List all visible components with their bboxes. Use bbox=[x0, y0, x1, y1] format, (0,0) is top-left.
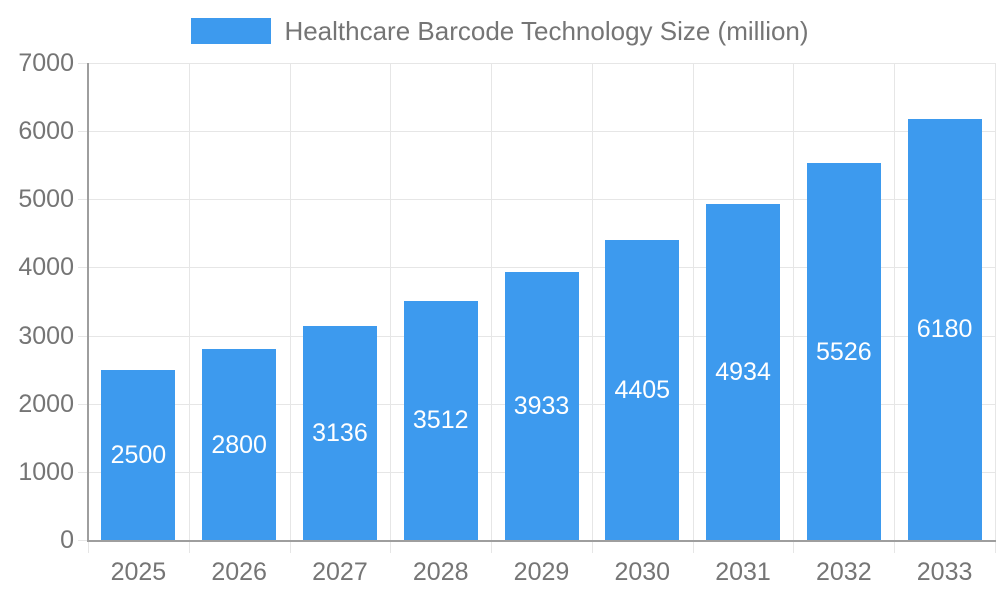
y-axis-tick-label: 3000 bbox=[18, 321, 74, 350]
y-axis-tick-label: 7000 bbox=[18, 49, 74, 77]
bar-value-label: 4934 bbox=[715, 357, 771, 386]
x-gridline bbox=[995, 63, 996, 540]
bar[interactable]: 3512 bbox=[403, 300, 478, 540]
bar[interactable]: 2800 bbox=[202, 349, 277, 540]
bar-value-label: 6180 bbox=[916, 315, 973, 344]
y-axis-tick bbox=[78, 63, 88, 64]
x-axis-category-label: 2025 bbox=[110, 558, 167, 586]
x-axis-tick bbox=[390, 542, 392, 553]
x-axis-category-label: 2026 bbox=[211, 558, 267, 586]
x-axis-line bbox=[87, 540, 996, 542]
legend-label: Healthcare Barcode Technology Size (mill… bbox=[284, 15, 809, 46]
y-gridline bbox=[88, 199, 995, 201]
x-gridline bbox=[692, 63, 694, 540]
bar[interactable]: 4405 bbox=[605, 239, 680, 540]
y-axis-tick bbox=[78, 199, 88, 201]
bar-value-label: 3512 bbox=[412, 406, 469, 435]
x-axis-tick bbox=[591, 542, 593, 553]
x-gridline bbox=[591, 63, 593, 540]
x-axis-tick bbox=[793, 542, 795, 553]
bar[interactable]: 5526 bbox=[806, 163, 881, 540]
y-axis-tick-label: 4000 bbox=[18, 253, 74, 282]
x-gridline bbox=[793, 63, 795, 540]
y-gridline bbox=[88, 63, 995, 64]
x-axis-category-label: 2031 bbox=[715, 558, 771, 586]
x-axis-category-label: 2032 bbox=[816, 558, 872, 586]
legend[interactable]: Healthcare Barcode Technology Size (mill… bbox=[0, 16, 1000, 46]
x-axis-tick bbox=[88, 542, 89, 553]
x-gridline bbox=[188, 63, 190, 540]
x-gridline bbox=[289, 63, 291, 540]
y-axis-tick bbox=[78, 471, 88, 473]
x-axis-category-label: 2027 bbox=[312, 558, 368, 586]
x-axis-category-label: 2028 bbox=[412, 558, 469, 586]
x-axis-category-label: 2029 bbox=[513, 558, 570, 586]
y-axis-tick-label: 2000 bbox=[18, 389, 74, 418]
x-axis-tick bbox=[188, 542, 190, 553]
x-axis-tick bbox=[491, 542, 493, 553]
y-axis-tick-label: 0 bbox=[60, 526, 74, 554]
x-axis-tick bbox=[692, 542, 694, 553]
bar[interactable]: 2500 bbox=[101, 369, 176, 540]
bar-value-label: 2800 bbox=[211, 430, 267, 459]
y-axis-tick-label: 6000 bbox=[18, 117, 74, 146]
bar[interactable]: 3933 bbox=[504, 271, 579, 540]
bar-value-label: 4405 bbox=[614, 375, 671, 404]
x-gridline bbox=[894, 63, 896, 540]
y-axis-tick bbox=[78, 267, 88, 269]
bar[interactable]: 6180 bbox=[907, 118, 982, 540]
x-gridline bbox=[390, 63, 392, 540]
bar-value-label: 3933 bbox=[513, 391, 570, 420]
y-axis-tick bbox=[78, 540, 88, 541]
y-gridline bbox=[88, 267, 995, 269]
legend-swatch bbox=[191, 18, 272, 44]
y-axis-tick-label: 1000 bbox=[18, 457, 74, 486]
bar-value-label: 2500 bbox=[110, 440, 167, 469]
x-axis-tick bbox=[995, 542, 996, 553]
bar[interactable]: 3136 bbox=[302, 326, 377, 540]
x-axis-tick bbox=[289, 542, 291, 553]
x-axis-tick bbox=[894, 542, 896, 553]
x-axis-category-label: 2030 bbox=[614, 558, 671, 586]
y-axis-tick bbox=[78, 403, 88, 405]
bar-value-label: 3136 bbox=[312, 419, 368, 448]
y-axis-tick bbox=[78, 335, 88, 337]
x-axis-category-label: 2033 bbox=[916, 558, 973, 586]
y-gridline bbox=[88, 131, 995, 133]
x-gridline bbox=[491, 63, 493, 540]
y-axis-tick bbox=[78, 131, 88, 133]
bar[interactable]: 4934 bbox=[706, 203, 781, 540]
bar-value-label: 5526 bbox=[816, 337, 872, 366]
y-axis-line bbox=[87, 63, 89, 542]
y-axis-tick-label: 5000 bbox=[18, 185, 74, 214]
